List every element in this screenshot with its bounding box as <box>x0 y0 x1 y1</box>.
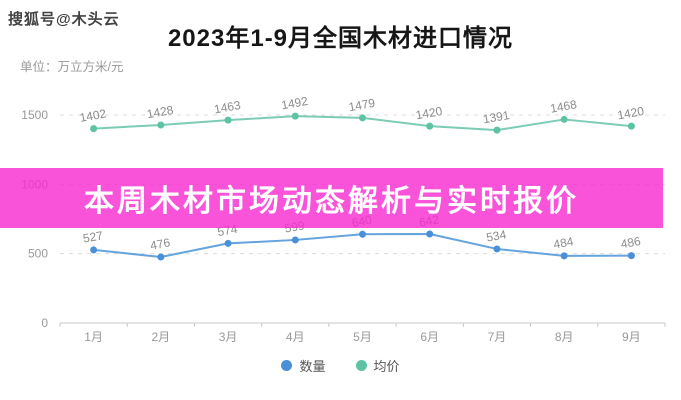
legend-item-quantity[interactable]: 数量 <box>281 356 326 375</box>
svg-text:9月: 9月 <box>622 330 641 344</box>
svg-text:1479: 1479 <box>347 96 376 114</box>
svg-text:484: 484 <box>552 234 574 251</box>
svg-text:1463: 1463 <box>213 98 242 116</box>
svg-text:1492: 1492 <box>280 94 309 112</box>
svg-text:4月: 4月 <box>286 330 305 344</box>
watermark: 搜狐号@木头云 <box>8 11 120 28</box>
svg-text:500: 500 <box>28 247 48 261</box>
banner-text: 本周木材市场动态解析与实时报价 <box>84 185 579 218</box>
page-title: 2023年1-9月全国木材进口情况 <box>167 25 514 52</box>
legend-label-avg-price: 均价 <box>373 359 400 374</box>
banner-overlay: 本周木材市场动态解析与实时报价 <box>0 168 663 228</box>
legend-item-avg-price[interactable]: 均价 <box>355 356 400 375</box>
legend-label-quantity: 数量 <box>299 359 326 374</box>
svg-text:1420: 1420 <box>616 104 645 122</box>
svg-text:534: 534 <box>485 227 507 244</box>
svg-text:5月: 5月 <box>353 330 372 344</box>
legend-dot-avg-price <box>355 360 367 371</box>
legend: 数量 均价 <box>0 356 681 375</box>
svg-text:527: 527 <box>82 228 104 245</box>
svg-text:1420: 1420 <box>415 104 444 122</box>
svg-text:8月: 8月 <box>555 330 574 344</box>
legend-dot-quantity <box>281 360 293 371</box>
svg-text:1468: 1468 <box>549 97 578 115</box>
svg-text:1428: 1428 <box>146 103 175 121</box>
svg-text:1月: 1月 <box>84 330 103 344</box>
svg-text:1391: 1391 <box>482 108 511 126</box>
svg-text:7月: 7月 <box>488 330 507 344</box>
unit-label: 单位：万立方米/元 <box>20 60 124 74</box>
svg-text:2月: 2月 <box>151 330 170 344</box>
svg-text:6月: 6月 <box>420 330 439 344</box>
svg-text:1402: 1402 <box>79 106 108 124</box>
svg-text:1500: 1500 <box>21 108 48 122</box>
svg-text:3月: 3月 <box>219 330 238 344</box>
svg-text:476: 476 <box>149 235 171 252</box>
svg-text:486: 486 <box>620 234 642 251</box>
svg-text:0: 0 <box>41 316 48 330</box>
